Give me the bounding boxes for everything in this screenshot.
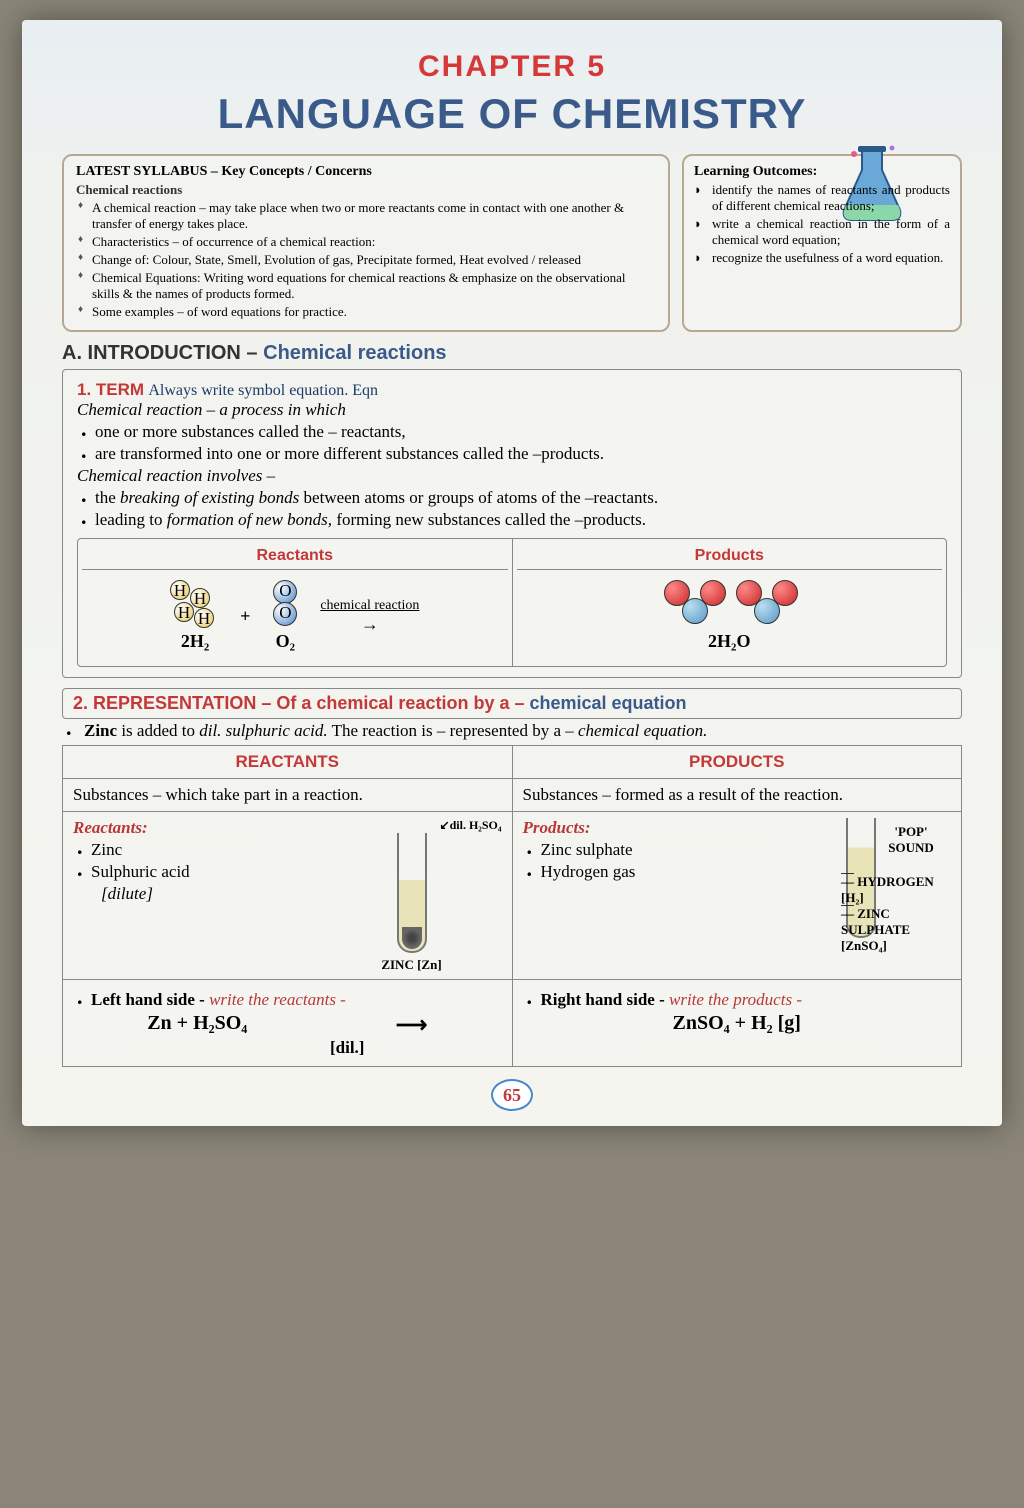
dilute-label: [dilute] (73, 884, 312, 904)
text: forming new substances called the –produ… (332, 510, 646, 529)
formula-h2o: 2H₂O (664, 631, 794, 652)
reactant-item: Zinc (73, 840, 312, 860)
chapter-number: CHAPTER 5 (62, 50, 962, 84)
term-label: 1. TERM (77, 380, 144, 399)
dil-label: [dil.] (193, 1038, 502, 1058)
definition-bullet: are transformed into one or more differe… (77, 444, 947, 464)
reactants-products-table: REACTANTS PRODUCTS Substances – which ta… (62, 745, 962, 1067)
involves-line: Chemical reaction involves – (77, 466, 947, 486)
syllabus-item: A chemical reaction – may take place whe… (82, 200, 656, 232)
rhs-instruction: Right hand side - write the products - (523, 990, 952, 1010)
reaction-diagram: Reactants H H H H 2H₂ + O (77, 538, 947, 667)
text: The reaction is – represented by a – (328, 721, 578, 740)
reaction-arrow-label: chemical reaction (320, 598, 419, 614)
outcomes-box: Learning Outcomes: identify the names of… (682, 154, 962, 332)
text: Zinc (84, 721, 117, 740)
reactant-item: Sulphuric acid (73, 862, 312, 882)
section-2-heading: 2. REPRESENTATION – Of a chemical reacti… (62, 688, 962, 719)
text: write the products - (669, 990, 802, 1009)
text: chemical equation. (578, 721, 707, 740)
zinc-label: ZINC [Zn] (322, 957, 502, 973)
section-2-intro: Zinc is added to dil. sulphuric acid. Th… (62, 721, 962, 741)
term-box: 1. TERM Always write symbol equation. Eq… (62, 369, 962, 678)
products-th: PRODUCTS (513, 746, 962, 778)
product-item: Hydrogen gas (523, 862, 762, 882)
outcome-item: recognize the usefulness of a word equat… (694, 250, 950, 266)
text: Right hand side - (541, 990, 669, 1009)
equation-arrow: ⟶ (396, 1012, 428, 1038)
reactants-def: Substances – which take part in a reacti… (63, 779, 513, 811)
section-a-sub: Chemical reactions (258, 342, 447, 364)
syllabus-item: Chemical Equations: Writing word equatio… (82, 270, 656, 302)
text: write the reactants - (209, 990, 346, 1009)
o2-molecule-icon: O O O₂ (270, 580, 300, 652)
outcome-item: identify the names of reactants and prod… (694, 182, 950, 214)
text: the (95, 488, 120, 507)
text: dil. sulphuric acid. (199, 721, 327, 740)
page-number: 65 (62, 1085, 962, 1106)
text: Left hand side - (91, 990, 209, 1009)
reactants-subhead: Reactants: (73, 818, 312, 838)
outcome-item: write a chemical reaction in the form of… (694, 216, 950, 248)
h2o-molecule-icon: 2H₂O (664, 580, 794, 652)
hydrogen-label: HYDROGEN [H₂] (841, 874, 934, 905)
syllabus-item: Some examples – of word equations for pr… (82, 304, 656, 320)
involves-bullet: the breaking of existing bonds between a… (77, 488, 947, 508)
formula-o2: O₂ (270, 631, 300, 652)
syllabus-box: LATEST SYLLABUS – Key Concepts / Concern… (62, 154, 670, 332)
reactants-header: Reactants (82, 543, 508, 570)
handwritten-note: Always write symbol equation. Eqn (148, 382, 378, 399)
arrow: → (320, 614, 419, 635)
chapter-title: LANGUAGE OF CHEMISTRY (62, 90, 962, 138)
products-subhead: Products: (523, 818, 762, 838)
text: leading to (95, 510, 167, 529)
equation-rhs: ZnSO₄ + H₂ [g] (523, 1012, 952, 1035)
products-tube-diagram: 'POP' SOUND — HYDROGEN [H₂] — ZINC SULPH… (771, 818, 951, 938)
pop-label: 'POP' SOUND (871, 824, 951, 856)
lhs-instruction: Left hand side - write the reactants - (73, 990, 502, 1010)
section-a-prefix: A. INTRODUCTION – (62, 342, 258, 364)
plus-sign: + (240, 606, 250, 627)
text: breaking of existing bonds (120, 488, 299, 507)
h2-molecule-icon: H H H H 2H₂ (170, 580, 220, 652)
text: one or more substances called the – reac… (95, 422, 406, 441)
reactants-tube-diagram: ↙dil. H₂SO₄ ZINC [Zn] (322, 818, 502, 973)
syllabus-topic: Chemical reactions (76, 182, 656, 198)
text: are transformed into one or more differe… (95, 444, 604, 463)
definition-line: Chemical reaction – a process in which (77, 400, 947, 420)
syllabus-heading: LATEST SYLLABUS – Key Concepts / Concern… (76, 164, 656, 180)
reactants-th: REACTANTS (63, 746, 513, 778)
pour-label: dil. H₂SO₄ (450, 818, 502, 832)
equation-lhs: Zn + H₂SO₄ (147, 1012, 247, 1035)
section-a-heading: A. INTRODUCTION – Chemical reactions (62, 342, 962, 365)
formula-h2: 2H₂ (170, 631, 220, 652)
text: 2. REPRESENTATION – Of a chemical reacti… (73, 693, 524, 713)
products-def: Substances – formed as a result of the r… (513, 779, 962, 811)
text: is added to (117, 721, 199, 740)
products-header: Products (517, 543, 943, 570)
text: between atoms or groups of atoms of the … (299, 488, 658, 507)
definition-bullet: one or more substances called the – reac… (77, 422, 947, 442)
syllabus-item: Characteristics – of occurrence of a che… (82, 234, 656, 250)
involves-bullet: leading to formation of new bonds, formi… (77, 510, 947, 530)
text: formation of new bonds, (167, 510, 332, 529)
product-item: Zinc sulphate (523, 840, 762, 860)
syllabus-item: Change of: Colour, State, Smell, Evoluti… (82, 252, 656, 268)
text: chemical equation (524, 693, 686, 713)
